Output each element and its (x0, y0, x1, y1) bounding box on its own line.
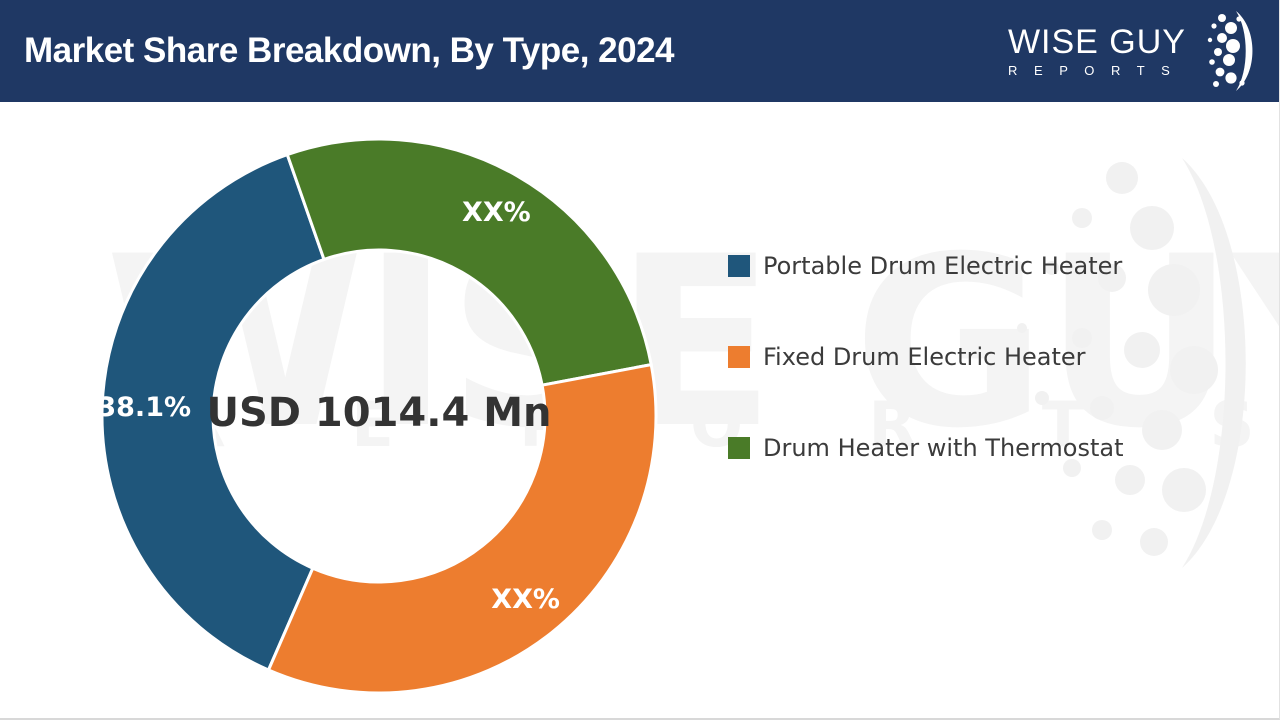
donut-chart: 38.1% XX% XX% (97, 137, 658, 695)
watermark-reports: R E P O R T S (178, 388, 1280, 461)
watermark-face-icon (1017, 158, 1246, 568)
chart-area: WISE GUY R E P O R T S 38.1% XX% XX% USD 1… (0, 102, 1280, 718)
donut-segment-drum-heater-with-thermostat (285, 137, 653, 387)
wise-guy-logo: WISE GUY R E P O R T S (1008, 0, 1262, 102)
donut-segment-portable-drum-electric-heater (100, 152, 326, 672)
logo-name: WISE GUY (1007, 22, 1186, 61)
logo-text: WISE GUY R E P O R T S (1008, 25, 1186, 78)
donut-segment-fixed-drum-electric-heater (266, 362, 658, 695)
legend-label: Drum Heater with Thermostat (763, 433, 1124, 462)
segment-percent-label: XX% (491, 584, 560, 615)
page-title: Market Share Breakdown, By Type, 2024 (24, 31, 675, 70)
legend-item-portable-drum-electric-heater: Portable Drum Electric Heater (728, 252, 1123, 281)
header-bar: Market Share Breakdown, By Type, 2024 WI… (0, 0, 1279, 102)
logo-subtitle: R E P O R T S (1007, 62, 1177, 78)
chart-center-value: USD 1014.4 Mn (206, 390, 552, 436)
segment-percent-label: XX% (462, 197, 531, 228)
legend-swatch-icon (728, 436, 750, 459)
legend-item-fixed-drum-electric-heater: Fixed Drum Electric Heater (728, 343, 1123, 372)
legend-swatch-icon (728, 255, 750, 277)
legend-item-drum-heater-with-thermostat: Drum Heater with Thermostat (728, 434, 1123, 463)
legend-swatch-icon (728, 345, 750, 368)
legend-label: Portable Drum Electric Heater (763, 252, 1123, 280)
chart-legend: Portable Drum Electric Heater Fixed Drum … (728, 252, 1123, 524)
segment-percent-label: 38.1% (97, 392, 191, 423)
logo-face-icon (1207, 11, 1253, 91)
legend-label: Fixed Drum Electric Heater (763, 342, 1086, 371)
